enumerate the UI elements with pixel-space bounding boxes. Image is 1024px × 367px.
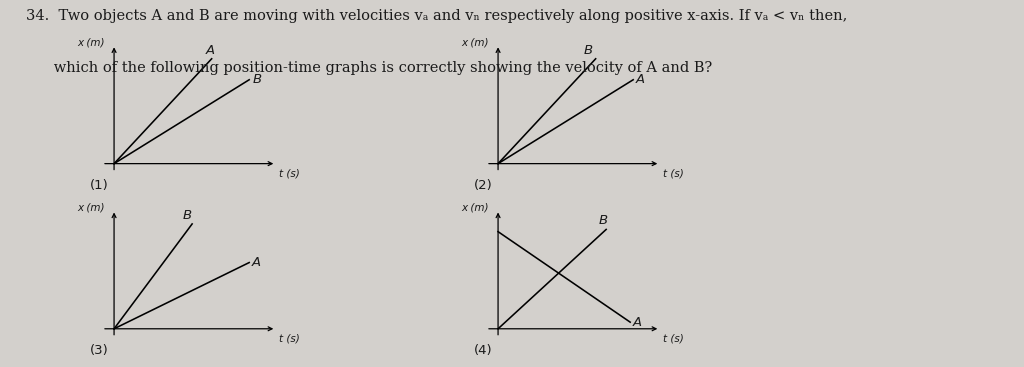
Text: B: B [183, 209, 193, 222]
Text: B: B [584, 44, 593, 57]
Text: A: A [206, 44, 215, 57]
Text: t (s): t (s) [280, 168, 300, 178]
Text: (4): (4) [474, 344, 493, 357]
Text: t (s): t (s) [664, 168, 684, 178]
Text: B: B [252, 73, 261, 86]
Text: A: A [633, 316, 642, 329]
Text: t (s): t (s) [664, 333, 684, 343]
Text: x (m): x (m) [462, 202, 489, 212]
Text: (3): (3) [90, 344, 109, 357]
Text: t (s): t (s) [280, 333, 300, 343]
Text: A: A [636, 73, 645, 86]
Text: (1): (1) [90, 179, 109, 192]
Text: x (m): x (m) [462, 37, 489, 47]
Text: x (m): x (m) [78, 37, 105, 47]
Text: B: B [599, 214, 607, 227]
Text: x (m): x (m) [78, 202, 105, 212]
Text: A: A [252, 256, 261, 269]
Text: 34.  Two objects A and B are moving with velocities vₐ and vₙ respectively along: 34. Two objects A and B are moving with … [26, 9, 847, 23]
Text: which of the following position-time graphs is correctly showing the velocity of: which of the following position-time gra… [26, 61, 712, 75]
Text: (2): (2) [474, 179, 493, 192]
